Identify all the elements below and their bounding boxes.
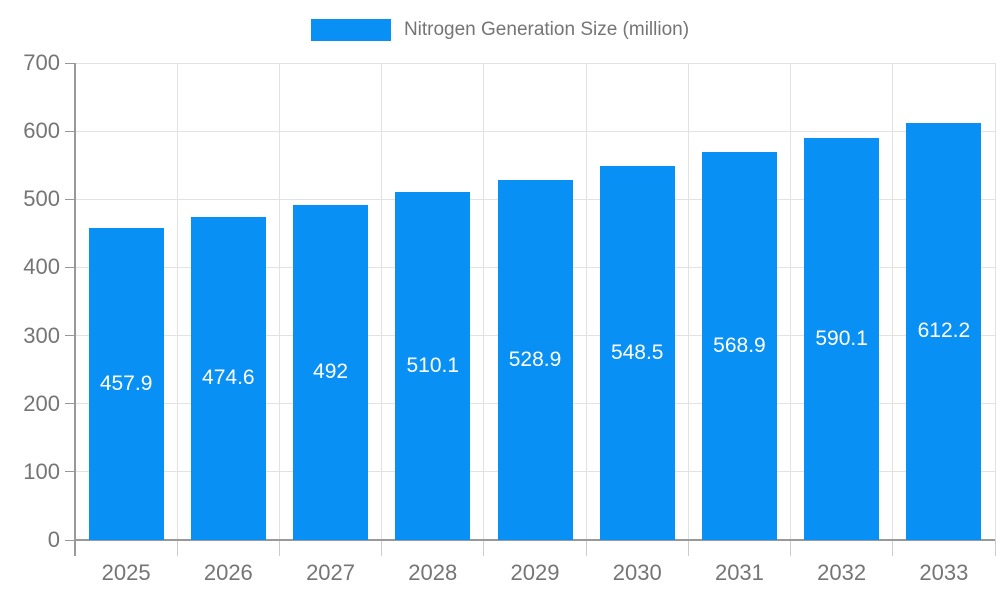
x-tick: [790, 540, 792, 556]
x-tick-label: 2027: [306, 560, 356, 585]
y-tick-label: 400: [23, 254, 60, 280]
x-tick-label: 2026: [203, 560, 253, 585]
x-tick: [585, 540, 587, 556]
x-boundary-line: [585, 63, 587, 540]
y-tick-label: 300: [23, 322, 60, 348]
y-tick: [65, 335, 75, 337]
y-tick-label: 600: [23, 118, 60, 144]
y-grid-line: [75, 62, 995, 64]
y-tick: [65, 198, 75, 200]
legend-label: Nitrogen Generation Size (million): [403, 19, 690, 40]
y-tick-label: 200: [23, 390, 60, 416]
bar-value-label: 590.1: [815, 326, 868, 350]
bar-value-label: 568.9: [713, 334, 766, 358]
bar[interactable]: [190, 216, 266, 540]
y-tick: [65, 62, 75, 64]
legend[interactable]: Nitrogen Generation Size (million): [0, 19, 1000, 41]
x-tick-label: 2030: [612, 560, 662, 585]
y-tick: [65, 266, 75, 268]
x-boundary-line: [381, 63, 383, 540]
bar-value-label: 612.2: [917, 319, 971, 343]
x-tick: [176, 540, 178, 556]
x-boundary-line: [687, 63, 689, 540]
y-tick: [65, 130, 75, 132]
bar-value-label: 457.9: [99, 371, 153, 395]
bar[interactable]: [497, 179, 573, 540]
x-tick-label: 2025: [101, 560, 151, 585]
y-tick: [65, 471, 75, 473]
bar[interactable]: [701, 152, 777, 540]
x-tick: [892, 540, 894, 556]
y-tick-label: 0: [47, 527, 60, 552]
y-tick: [65, 403, 75, 405]
bar[interactable]: [88, 227, 164, 540]
y-tick-label: 700: [23, 50, 60, 75]
x-tick: [381, 540, 383, 556]
x-tick-label: 2029: [510, 560, 560, 585]
x-tick-label: 2032: [817, 560, 867, 585]
bar-value-label: 548.5: [610, 341, 664, 365]
y-tick-label: 100: [23, 458, 60, 484]
x-boundary-line: [892, 63, 894, 540]
x-boundary-line: [994, 63, 996, 540]
y-tick-label: 500: [23, 186, 60, 212]
x-tick-label: 2033: [919, 560, 969, 585]
x-tick: [483, 540, 485, 556]
x-tick: [687, 540, 689, 556]
x-tick-label: 2028: [408, 560, 458, 585]
bar[interactable]: [599, 166, 675, 540]
bar-value-label: 492: [313, 360, 349, 384]
bar[interactable]: [395, 192, 471, 540]
bar[interactable]: [906, 122, 982, 540]
x-boundary-line: [278, 63, 280, 540]
legend-swatch: [310, 19, 391, 41]
bar[interactable]: [804, 137, 880, 540]
x-axis-line: [75, 539, 995, 541]
x-tick-label: 2031: [714, 560, 764, 585]
bar-value-label: 474.6: [202, 366, 255, 390]
y-axis-line: [74, 63, 76, 556]
bar-value-label: 528.9: [508, 347, 562, 371]
x-tick: [278, 540, 280, 556]
x-boundary-line: [176, 63, 178, 540]
x-boundary-line: [483, 63, 485, 540]
x-tick: [994, 540, 996, 556]
x-boundary-line: [790, 63, 792, 540]
bar[interactable]: [293, 204, 369, 540]
y-grid-line: [75, 130, 995, 132]
y-tick: [65, 539, 75, 541]
bar-value-label: 510.1: [406, 354, 460, 378]
